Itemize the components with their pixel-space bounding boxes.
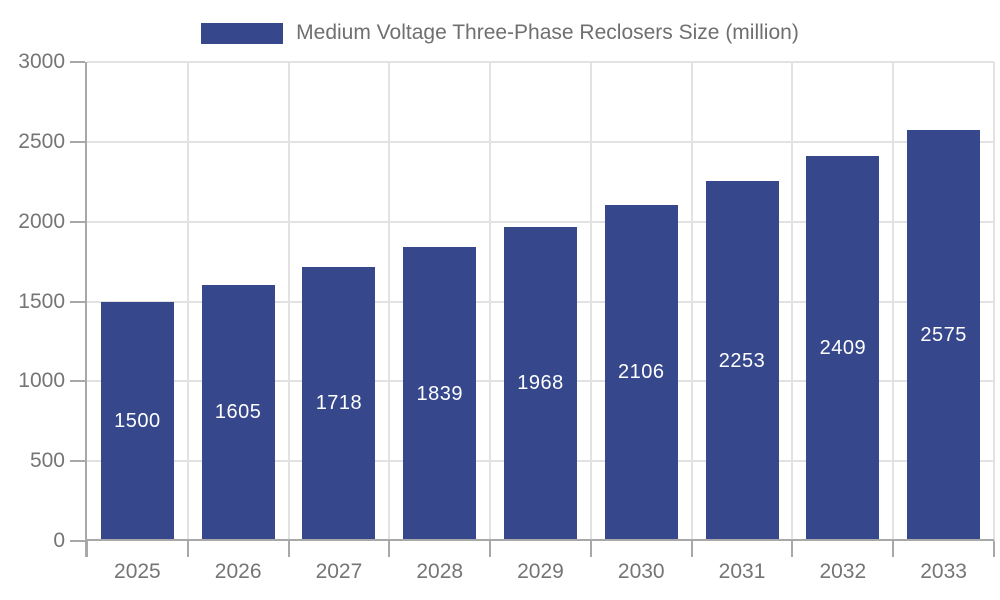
x-axis-tick-label: 2028 [416, 560, 464, 583]
bar[interactable]: 1968 [504, 226, 577, 541]
x-axis-tick-label: 2033 [920, 560, 967, 583]
gridline-horizontal [87, 140, 994, 143]
x-axis-tick [589, 541, 592, 557]
x-axis-tick [489, 541, 492, 557]
gridline-vertical [186, 62, 189, 541]
y-axis-tick [70, 140, 85, 143]
x-axis-tick-label: 2032 [819, 560, 867, 583]
gridline-vertical [690, 62, 693, 541]
y-axis-tick [70, 61, 85, 63]
y-axis-tick-label: 3000 [18, 50, 65, 73]
gridline-vertical [993, 62, 995, 541]
gridline-vertical [892, 62, 895, 541]
x-axis-tick [287, 541, 290, 557]
bar-value-label: 2409 [819, 337, 867, 360]
gridline-vertical [287, 62, 290, 541]
bar[interactable]: 2253 [705, 181, 779, 541]
x-axis-tick-label: 2030 [617, 560, 665, 583]
y-axis-tick [70, 380, 85, 383]
bar-value-label: 2253 [718, 349, 766, 372]
y-axis-tick-label: 1500 [18, 289, 65, 313]
x-axis-tick-label: 2027 [315, 560, 363, 583]
bar-value-label: 1718 [315, 392, 363, 415]
bar-value-label: 1500 [114, 409, 161, 432]
gridline-horizontal [87, 220, 994, 223]
y-axis-tick [70, 540, 85, 542]
y-axis-tick-label: 2500 [18, 129, 65, 153]
plot-area: 1500 1605 1718 1839 1968 2106 2253 2409 2575 0 500… [18, 50, 995, 583]
x-axis-tick [791, 541, 794, 557]
bar-value-label: 1839 [416, 382, 463, 405]
y-axis-tick-label: 500 [29, 449, 65, 473]
x-axis-tick [86, 541, 88, 557]
x-axis-tick [993, 541, 995, 557]
gridline-vertical [791, 62, 794, 541]
y-axis-line [85, 62, 87, 557]
legend-swatch-icon [201, 22, 284, 44]
gridline-vertical [388, 62, 391, 541]
bar[interactable]: 1500 [100, 301, 174, 541]
x-axis-tick-label: 2025 [114, 560, 161, 583]
gridline-vertical [589, 62, 592, 541]
x-axis-tick-label: 2026 [214, 560, 262, 583]
x-axis-tick [892, 541, 895, 557]
y-axis-tick [70, 300, 85, 303]
bar-value-label: 2106 [618, 361, 665, 384]
legend-label: Medium Voltage Three-Phase Reclosers Siz… [296, 21, 799, 44]
x-axis-line [85, 539, 994, 541]
bar-value-label: 2575 [920, 323, 967, 346]
bar[interactable]: 1605 [201, 284, 275, 541]
bar[interactable]: 1839 [403, 247, 477, 541]
bar[interactable]: 2575 [907, 129, 981, 541]
x-axis-tick-label: 2031 [718, 560, 766, 583]
x-axis-tick [690, 541, 693, 557]
x-axis-tick [186, 541, 189, 557]
gridline-vertical [489, 62, 492, 541]
bar[interactable]: 2106 [604, 204, 678, 541]
x-axis-tick [388, 541, 391, 557]
y-axis-tick [70, 460, 85, 463]
legend-item[interactable]: Medium Voltage Three-Phase Reclosers Siz… [201, 22, 799, 44]
bar[interactable]: 1718 [302, 266, 376, 541]
bar-value-label: 1968 [517, 372, 564, 395]
legend: Medium Voltage Three-Phase Reclosers Siz… [0, 22, 1000, 44]
y-axis-tick-label: 1000 [18, 369, 65, 393]
bar[interactable]: 2409 [806, 156, 880, 541]
y-axis-tick-label: 2000 [18, 209, 65, 233]
gridline-horizontal [87, 61, 994, 63]
bar-value-label: 1605 [214, 401, 262, 424]
y-axis-tick [70, 220, 85, 223]
y-axis-tick-label: 0 [53, 529, 65, 552]
x-axis-tick-label: 2029 [517, 560, 564, 583]
